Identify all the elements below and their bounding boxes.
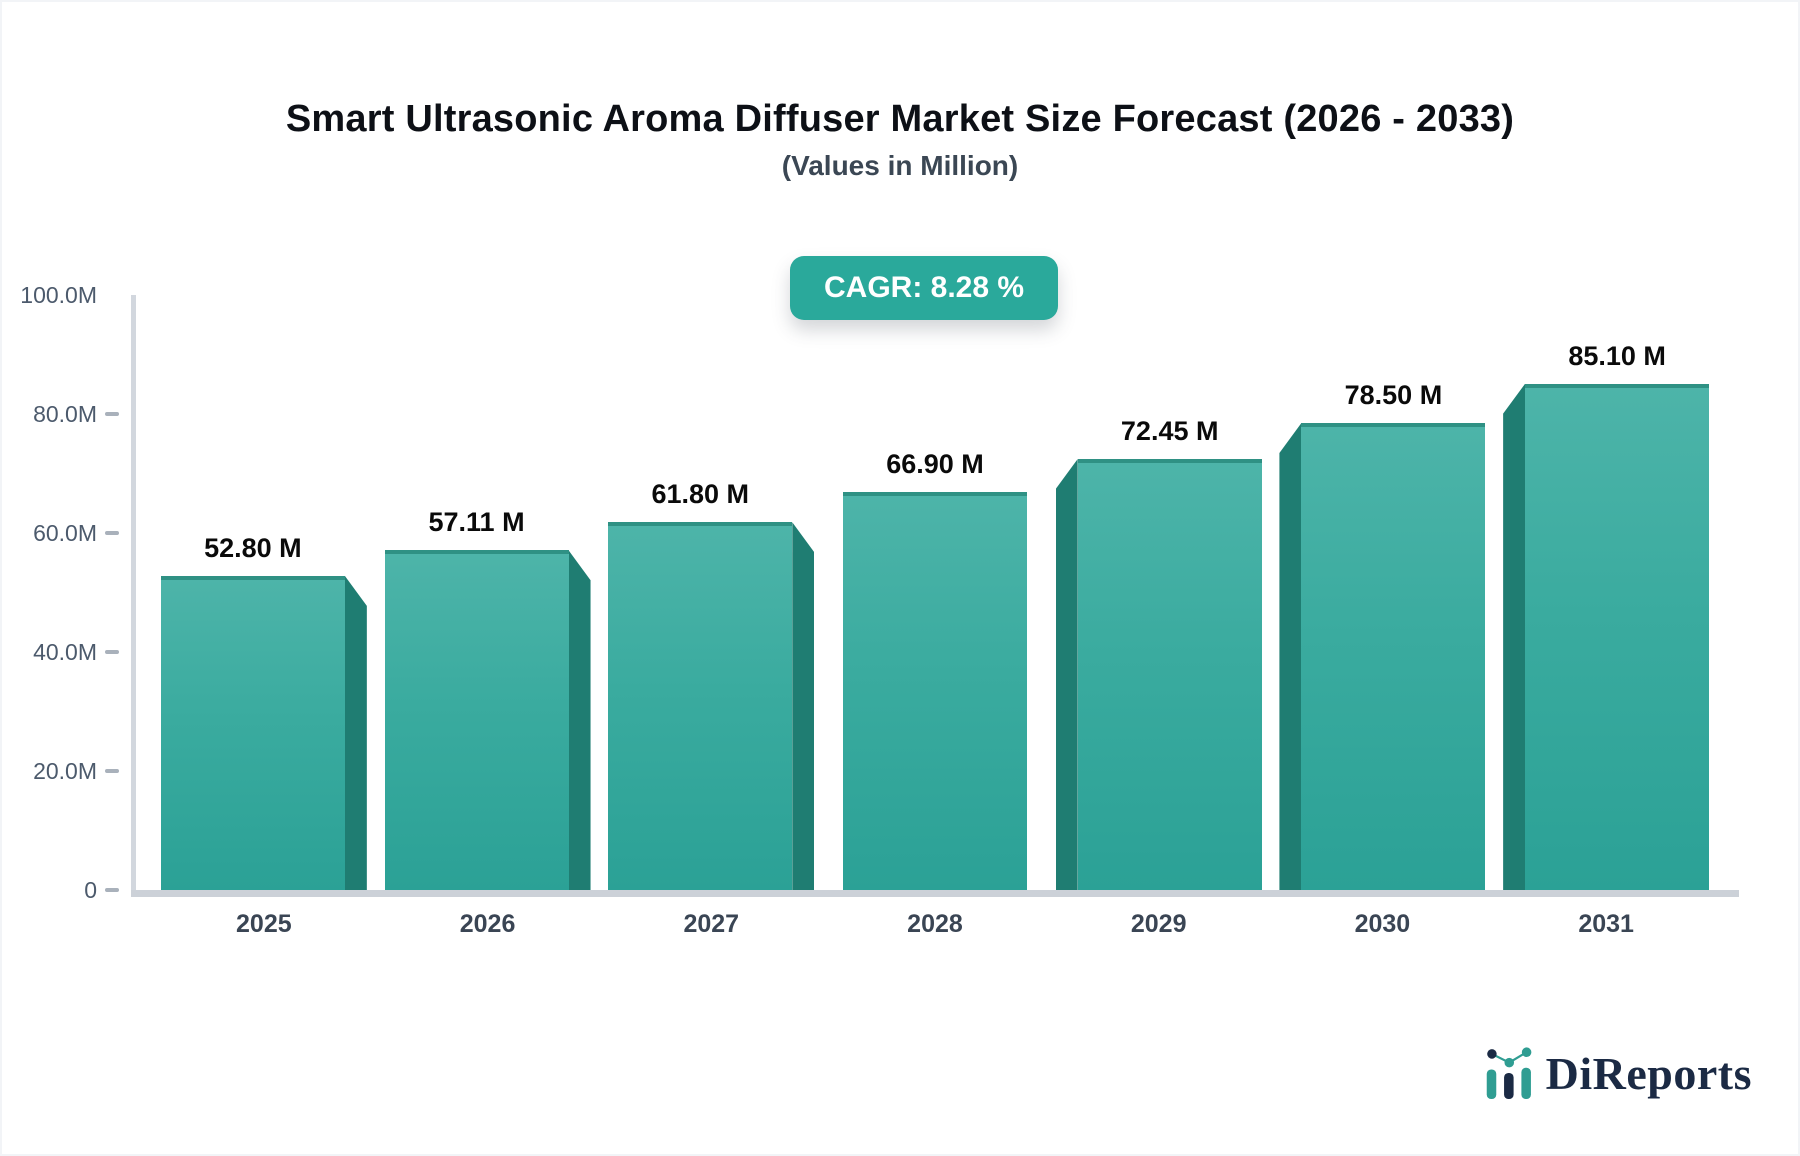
- bar-group-2028: 66.90 M 2028: [823, 295, 1047, 938]
- x-tick-label: 2031: [1578, 910, 1634, 938]
- bar-value-label: 72.45 M: [1120, 415, 1219, 446]
- x-tick-label: 2027: [683, 910, 740, 938]
- chart-subtitle: (Values in Million): [781, 150, 1019, 181]
- bar: [1077, 458, 1262, 890]
- bar: [608, 522, 793, 890]
- bar-3d-side: [1279, 422, 1302, 890]
- bar-value-label: 85.10 M: [1568, 340, 1666, 371]
- x-tick-label: 2028: [907, 910, 963, 938]
- brand-logo: DiReports: [1485, 1044, 1752, 1102]
- y-tick-label: 60.0M: [33, 520, 97, 546]
- x-tick-label: 2030: [1354, 910, 1411, 938]
- bar-group-2026: 57.11 M 2026: [376, 295, 600, 938]
- brand-name: DiReports: [1545, 1047, 1752, 1099]
- bar-group-2029: 72.45 M 2029: [1047, 295, 1271, 938]
- bar: [160, 575, 345, 890]
- bar-group-2027: 61.80 M 2027: [599, 295, 823, 938]
- bar-value-label: 66.90 M: [886, 448, 984, 479]
- y-tick-label: 100.0M: [20, 282, 97, 308]
- bar: [1525, 383, 1710, 890]
- bar-3d-side: [1055, 458, 1078, 890]
- y-axis-line: [131, 295, 136, 893]
- bar-3d-side: [1503, 383, 1526, 890]
- y-tick-dash: [105, 412, 119, 416]
- bar-group-2031: 85.10 M 2031: [1494, 295, 1718, 938]
- x-tick-label: 2025: [236, 910, 292, 938]
- bars-container: 52.80 M 2025 57.11 M 2026 61.80 M 2027 66.90 M…: [152, 295, 1718, 938]
- bar-3d-side: [344, 575, 367, 890]
- bar-value-label: 78.50 M: [1344, 379, 1443, 410]
- direports-logo-icon: [1486, 1047, 1532, 1099]
- y-tick-label: 40.0M: [33, 639, 97, 665]
- x-tick-label: 2029: [1130, 910, 1187, 938]
- x-axis-line: [131, 890, 1739, 897]
- cagr-badge: CAGR: 8.28 %: [790, 256, 1059, 320]
- bar-3d-side: [792, 522, 815, 890]
- y-tick-dash: [105, 888, 119, 892]
- bar-value-label: 52.80 M: [204, 532, 302, 563]
- bar-group-2030: 78.50 M 2030: [1271, 295, 1495, 938]
- bar-group-2025: 52.80 M 2025: [152, 295, 376, 938]
- y-tick-label: 0: [84, 877, 97, 903]
- x-tick-label: 2026: [459, 910, 516, 938]
- bar-value-label: 61.80 M: [651, 479, 750, 510]
- y-tick-label: 80.0M: [33, 401, 97, 427]
- y-tick-dash: [105, 650, 119, 654]
- bar: [1301, 422, 1486, 890]
- y-tick-dash: [105, 769, 119, 773]
- bar-value-label: 57.11 M: [428, 507, 525, 538]
- y-tick-label: 20.0M: [33, 758, 97, 784]
- bar-3d-side: [568, 550, 591, 890]
- bar: [384, 550, 569, 890]
- chart-title: Smart Ultrasonic Aroma Diffuser Market S…: [285, 98, 1515, 140]
- y-tick-dash: [105, 531, 119, 535]
- bar: [842, 491, 1027, 890]
